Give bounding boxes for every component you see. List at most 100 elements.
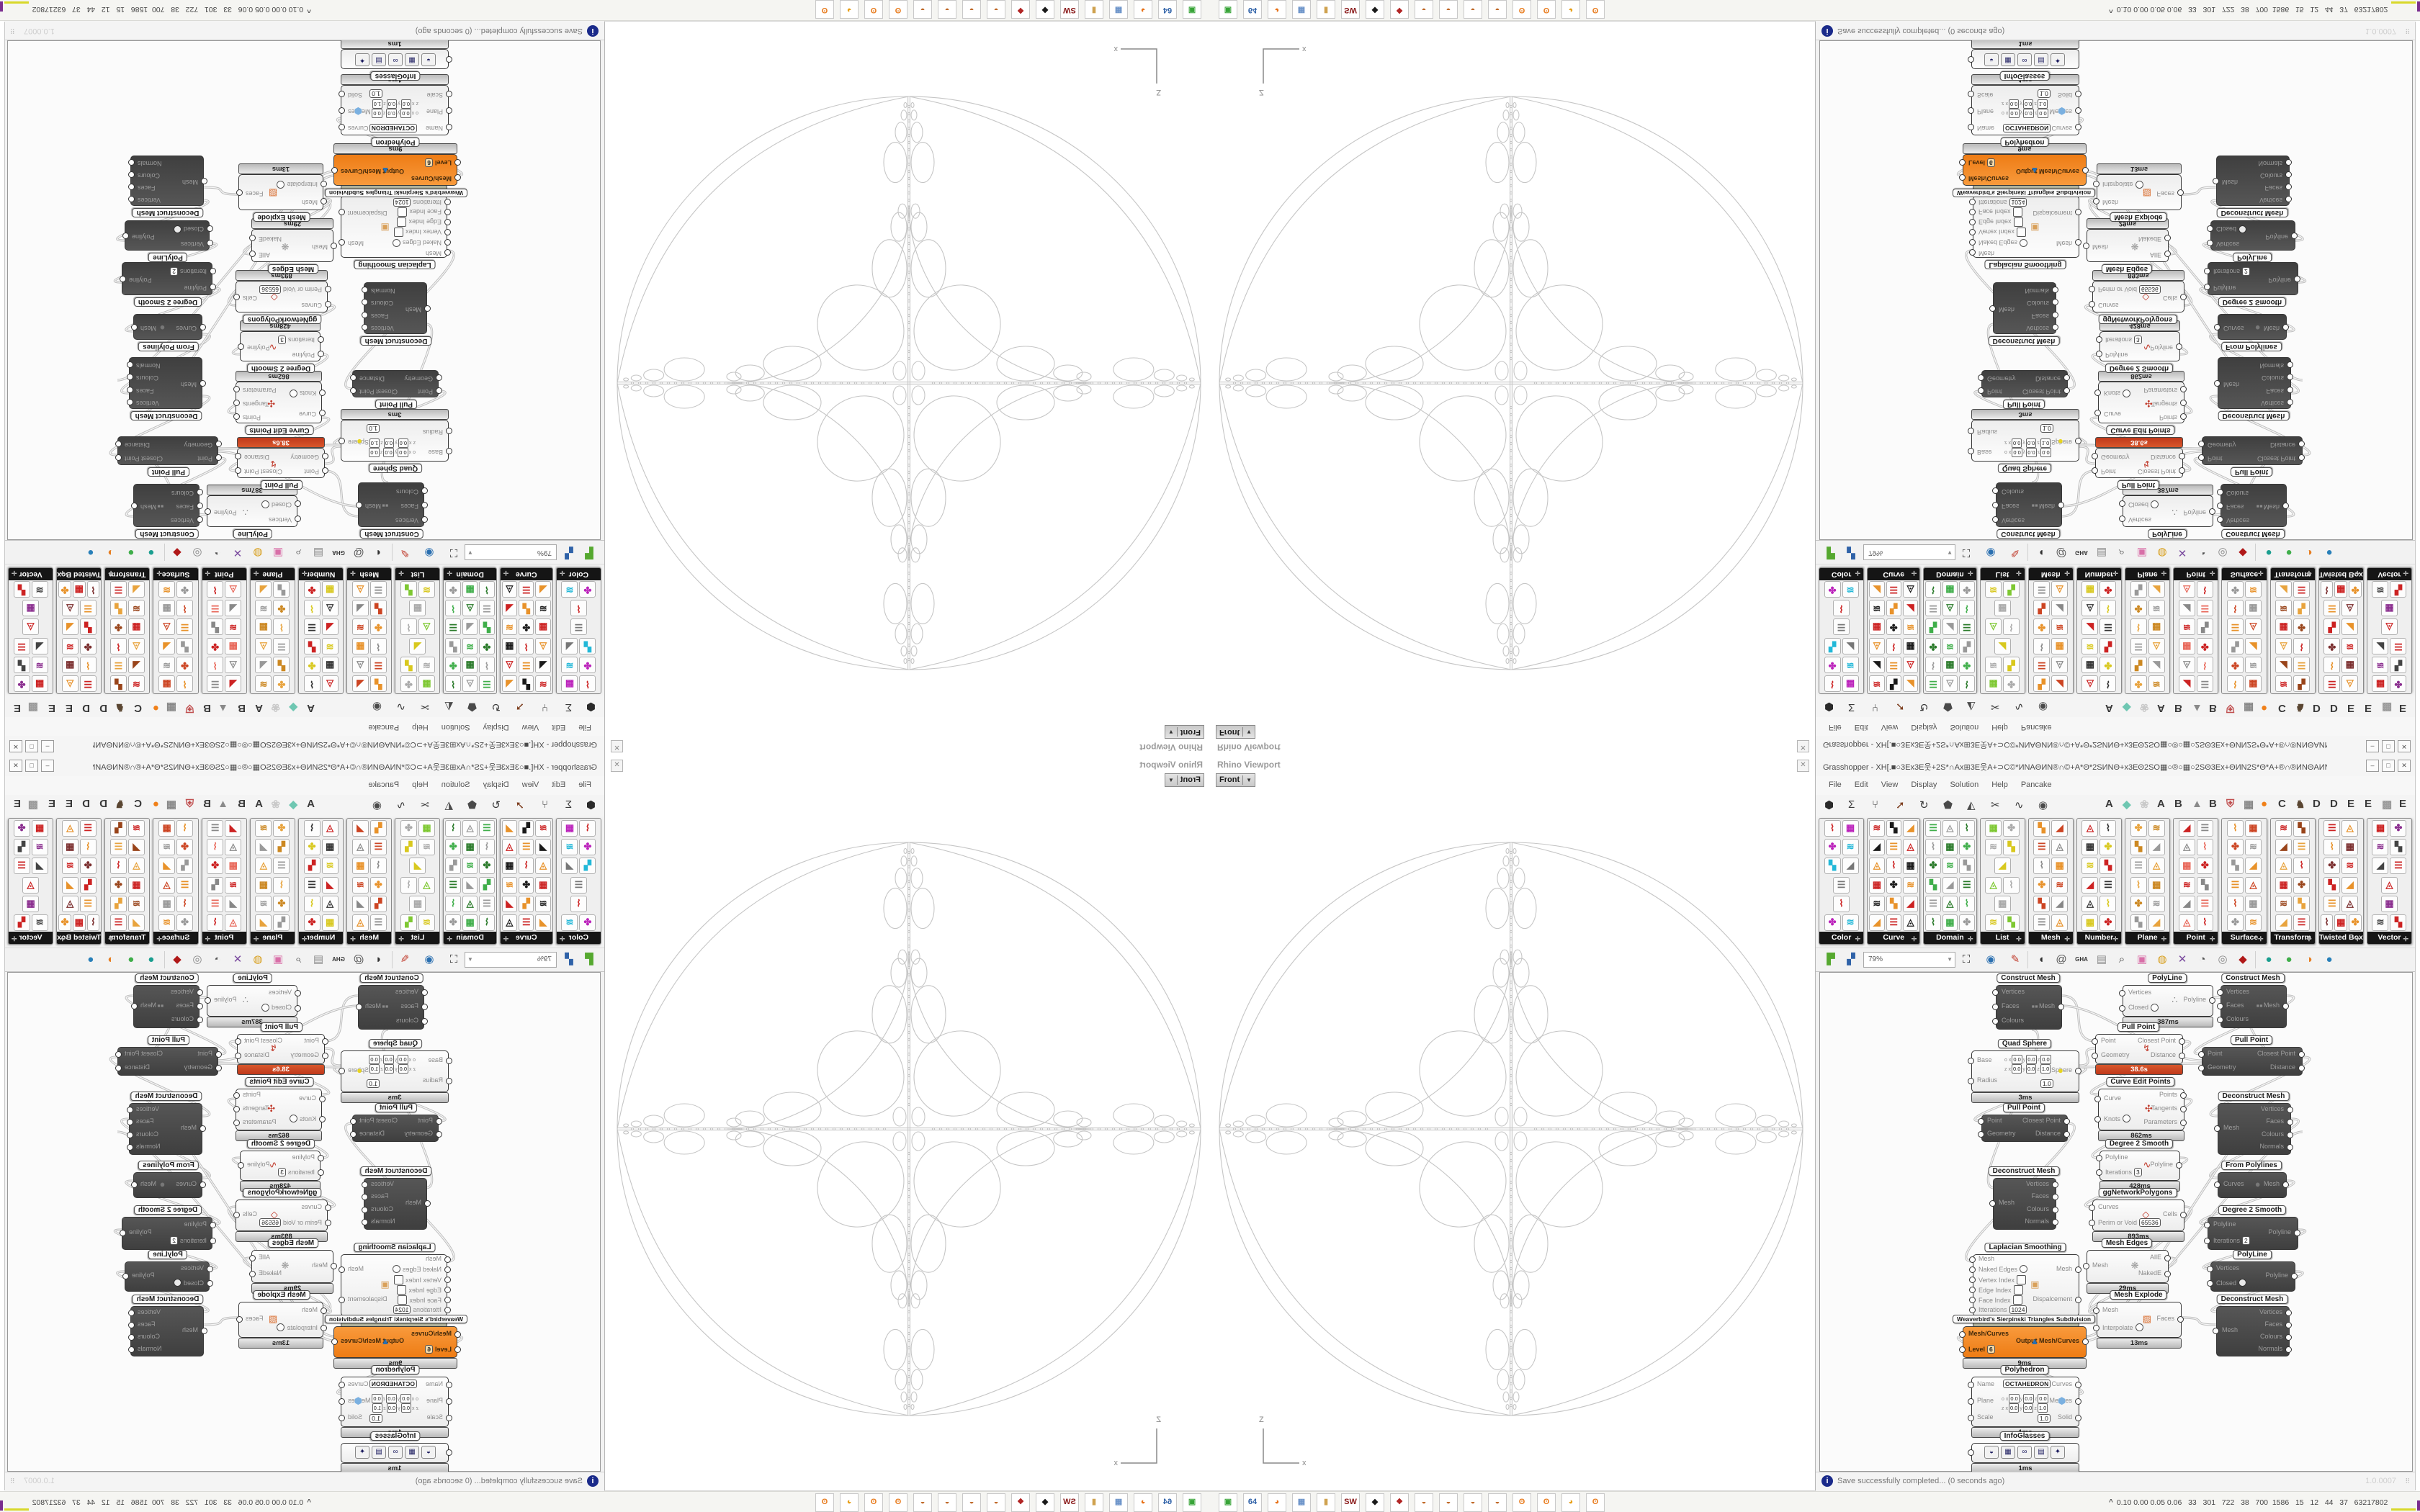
input-port[interactable] [2204, 1238, 2210, 1244]
palette-tab-label[interactable]: Color ✛ [556, 568, 601, 580]
component-icon[interactable]: ≋ [255, 675, 272, 692]
input-port[interactable] [325, 1219, 331, 1226]
component-icon[interactable]: ◬ [462, 600, 478, 617]
component-icon[interactable]: ⌇ [1959, 675, 1975, 692]
output-port[interactable] [249, 1271, 256, 1277]
component-icon[interactable]: ◬ [462, 820, 478, 837]
component-icon[interactable]: ◢ [1902, 675, 1919, 692]
plane-value-box[interactable]: 0.0 [400, 1403, 412, 1413]
plane-value-box[interactable]: 0.0 [2023, 109, 2034, 118]
component-icon[interactable]: ≋ [462, 858, 478, 875]
component-deconstruct-mesh-1[interactable]: Deconstruct Mesh Mesh Vertices Faces Colours… [1988, 1166, 2060, 1230]
component-icon[interactable]: ✤ [13, 820, 30, 837]
component-icon[interactable]: ☰ [519, 581, 534, 598]
output-port[interactable] [2063, 374, 2070, 381]
component-icon[interactable]: ▚ [2003, 581, 2020, 598]
component-icon[interactable]: ☰ [2196, 600, 2213, 617]
resize-grip[interactable]: ⠿ [9, 27, 15, 35]
palette-tab-label[interactable]: Color ✛ [556, 932, 601, 944]
menu-item-pancake[interactable]: Pancake [368, 780, 400, 789]
input-port[interactable] [2096, 336, 2102, 343]
input-port[interactable] [2207, 240, 2213, 246]
component-icon[interactable]: ▚ [303, 858, 321, 875]
plane-value-box[interactable]: 1.0 [2037, 1403, 2048, 1413]
output-port[interactable] [2063, 387, 2070, 394]
toggle-circle[interactable] [289, 1115, 297, 1122]
input-port[interactable] [1968, 428, 1974, 434]
component-icon[interactable]: ≋ [31, 839, 48, 856]
palette-tab-label[interactable]: Transform ✛ [105, 568, 150, 580]
krita-icon[interactable]: ◒ [1488, 1493, 1507, 1512]
component-icon[interactable]: ◢ [501, 820, 518, 837]
input-port[interactable] [2217, 488, 2223, 495]
radius-value-box[interactable]: 1.0 [367, 1079, 380, 1088]
input-port[interactable] [1969, 239, 1976, 246]
palette-tab-label[interactable]: Point ✛ [202, 568, 246, 580]
input-port[interactable] [2089, 1204, 2095, 1211]
output-port[interactable] [2179, 1053, 2185, 1059]
component-icon[interactable]: ☰ [13, 858, 30, 875]
input-port[interactable] [1969, 1287, 1976, 1293]
output-port[interactable] [2164, 235, 2171, 241]
component-icon[interactable]: ▦ [462, 656, 478, 673]
input-port[interactable] [2093, 181, 2099, 187]
toggle-square[interactable] [2013, 1285, 2023, 1295]
component-mesh-explode[interactable]: Mesh Explode Mesh Interpolate Faces ▨ 13ms [236, 163, 327, 222]
component-icon[interactable]: ⌇ [570, 895, 587, 912]
component-icon[interactable]: ▦ [2380, 895, 2398, 912]
sets-tab-icon[interactable]: ⑂ [541, 701, 548, 714]
component-icon[interactable]: ▚ [369, 895, 387, 912]
input-port[interactable] [318, 1169, 324, 1176]
component-icon[interactable]: ⌇ [479, 656, 495, 673]
output-port[interactable] [362, 1206, 368, 1213]
component-icon[interactable]: ≋ [225, 876, 242, 894]
value-box[interactable]: 2 [2242, 267, 2250, 276]
palette-tab-label[interactable]: Plane ✛ [250, 568, 295, 580]
preview-eye-icon[interactable]: ◉ [424, 953, 434, 966]
component-icon[interactable]: ◢ [321, 618, 339, 636]
output-port[interactable] [2075, 209, 2081, 215]
output-port[interactable] [350, 387, 357, 394]
plugin-tab-16[interactable]: ▩ [2382, 701, 2393, 714]
component-icon[interactable]: ◬ [2081, 820, 2099, 837]
output-port[interactable] [233, 1106, 240, 1112]
component-icon[interactable]: ✤ [369, 876, 387, 894]
component-icon[interactable]: ▦ [2341, 656, 2359, 673]
plugin-tab-6[interactable]: B [2209, 798, 2217, 810]
component-icon[interactable]: ☰ [1925, 675, 1941, 692]
component-icon[interactable]: ▚ [1824, 637, 1841, 654]
toggle-circle[interactable] [289, 390, 297, 397]
minimize-button[interactable]: – [41, 740, 54, 752]
menu-item-file[interactable]: File [578, 780, 591, 789]
scribus-icon[interactable]: ❖ [1011, 1493, 1030, 1512]
component-icon[interactable]: ▚ [109, 600, 127, 617]
component-icon[interactable]: ⌇ [86, 581, 100, 598]
palette-tab-label[interactable]: Point ✛ [2174, 932, 2218, 944]
component-icon[interactable]: ▚ [2323, 876, 2341, 894]
component-icon[interactable]: ▦ [418, 820, 435, 837]
component-icon[interactable]: ▚ [2033, 820, 2051, 837]
input-port[interactable] [215, 1064, 222, 1071]
palette-tab-label[interactable]: Domain ✛ [1924, 568, 1976, 580]
output-port[interactable] [127, 1131, 133, 1138]
output-port[interactable] [122, 233, 129, 239]
toggle-square[interactable] [2013, 217, 2023, 227]
output-port[interactable] [2075, 1297, 2081, 1303]
component-icon[interactable]: ◬ [2178, 914, 2195, 931]
component-icon[interactable]: ☰ [519, 656, 534, 673]
input-port[interactable] [446, 1078, 452, 1084]
palette-tab-label[interactable]: List ✛ [1980, 568, 2025, 580]
palette-tab-label[interactable]: Surface ✛ [153, 932, 198, 944]
component-construct-mesh-2[interactable]: Construct Mesh Vertices Faces Colours Mesh ▪▪ [131, 484, 203, 539]
infoglasses-icon[interactable]: ▦ [405, 1446, 419, 1459]
component-icon[interactable]: ⌇ [207, 581, 224, 598]
component-icon[interactable]: ▦ [158, 600, 176, 617]
save-file-icon[interactable]: ▞ [565, 953, 573, 966]
input-port[interactable] [321, 198, 327, 204]
toggle-circle[interactable] [173, 1279, 182, 1287]
component-icon[interactable]: ▚ [1959, 858, 1975, 875]
component-icon[interactable]: ☰ [1925, 895, 1941, 912]
component-icon[interactable]: ◬ [1902, 839, 1919, 856]
menu-item-view[interactable]: View [1881, 723, 1899, 732]
output-port[interactable] [331, 167, 338, 174]
